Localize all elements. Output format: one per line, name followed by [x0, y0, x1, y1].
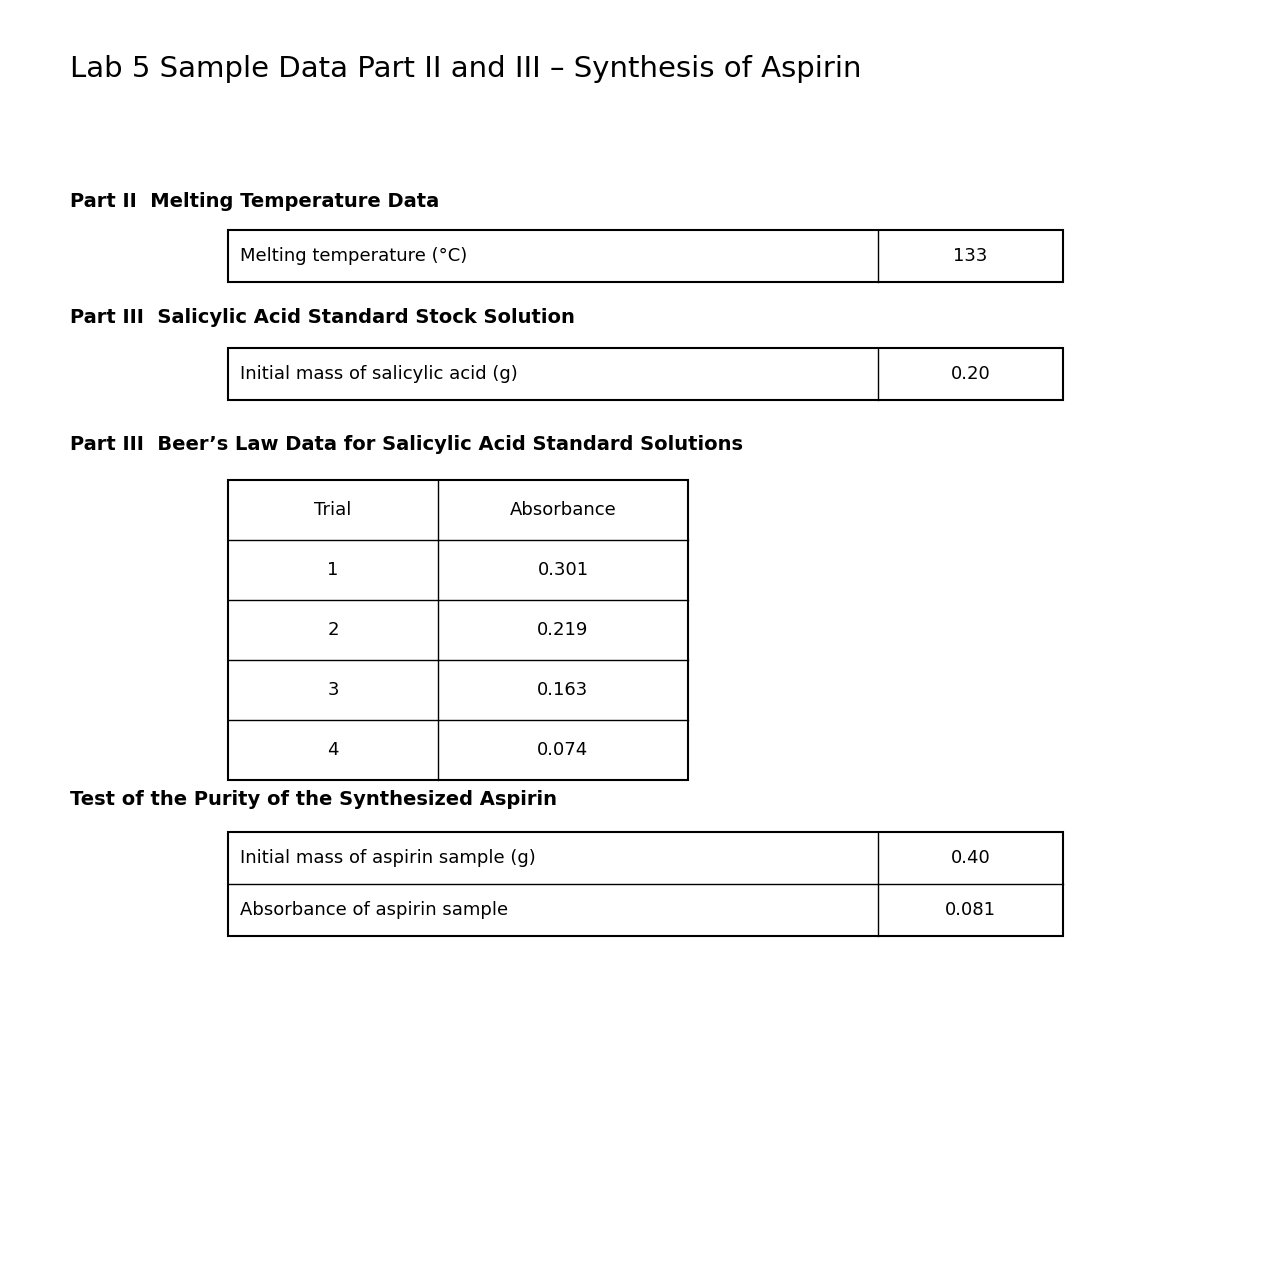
- Bar: [228, 832, 1063, 936]
- Text: Initial mass of salicylic acid (g): Initial mass of salicylic acid (g): [240, 365, 517, 383]
- Text: 0.074: 0.074: [538, 741, 588, 759]
- Text: Part II  Melting Temperature Data: Part II Melting Temperature Data: [70, 192, 439, 211]
- Text: Absorbance of aspirin sample: Absorbance of aspirin sample: [240, 901, 509, 919]
- Text: 133: 133: [954, 247, 988, 265]
- Text: Lab 5 Sample Data Part II and III – Synthesis of Aspirin: Lab 5 Sample Data Part II and III – Synt…: [70, 55, 861, 83]
- Bar: [228, 348, 1063, 399]
- Bar: [228, 230, 1063, 282]
- Text: 3: 3: [328, 681, 339, 699]
- Text: 0.20: 0.20: [950, 365, 990, 383]
- Text: Initial mass of aspirin sample (g): Initial mass of aspirin sample (g): [240, 849, 536, 867]
- Text: Part III  Beer’s Law Data for Salicylic Acid Standard Solutions: Part III Beer’s Law Data for Salicylic A…: [70, 435, 743, 454]
- Text: 0.219: 0.219: [538, 621, 588, 639]
- Text: 4: 4: [328, 741, 339, 759]
- Bar: [228, 480, 688, 780]
- Text: 0.163: 0.163: [538, 681, 588, 699]
- Text: Trial: Trial: [314, 500, 352, 518]
- Text: 2: 2: [328, 621, 339, 639]
- Text: Melting temperature (°C): Melting temperature (°C): [240, 247, 467, 265]
- Text: Part III  Salicylic Acid Standard Stock Solution: Part III Salicylic Acid Standard Stock S…: [70, 308, 574, 326]
- Text: 0.301: 0.301: [538, 561, 588, 579]
- Text: 0.40: 0.40: [950, 849, 990, 867]
- Text: Absorbance: Absorbance: [510, 500, 616, 518]
- Text: 1: 1: [328, 561, 339, 579]
- Text: Test of the Purity of the Synthesized Aspirin: Test of the Purity of the Synthesized As…: [70, 790, 557, 809]
- Text: 0.081: 0.081: [945, 901, 996, 919]
